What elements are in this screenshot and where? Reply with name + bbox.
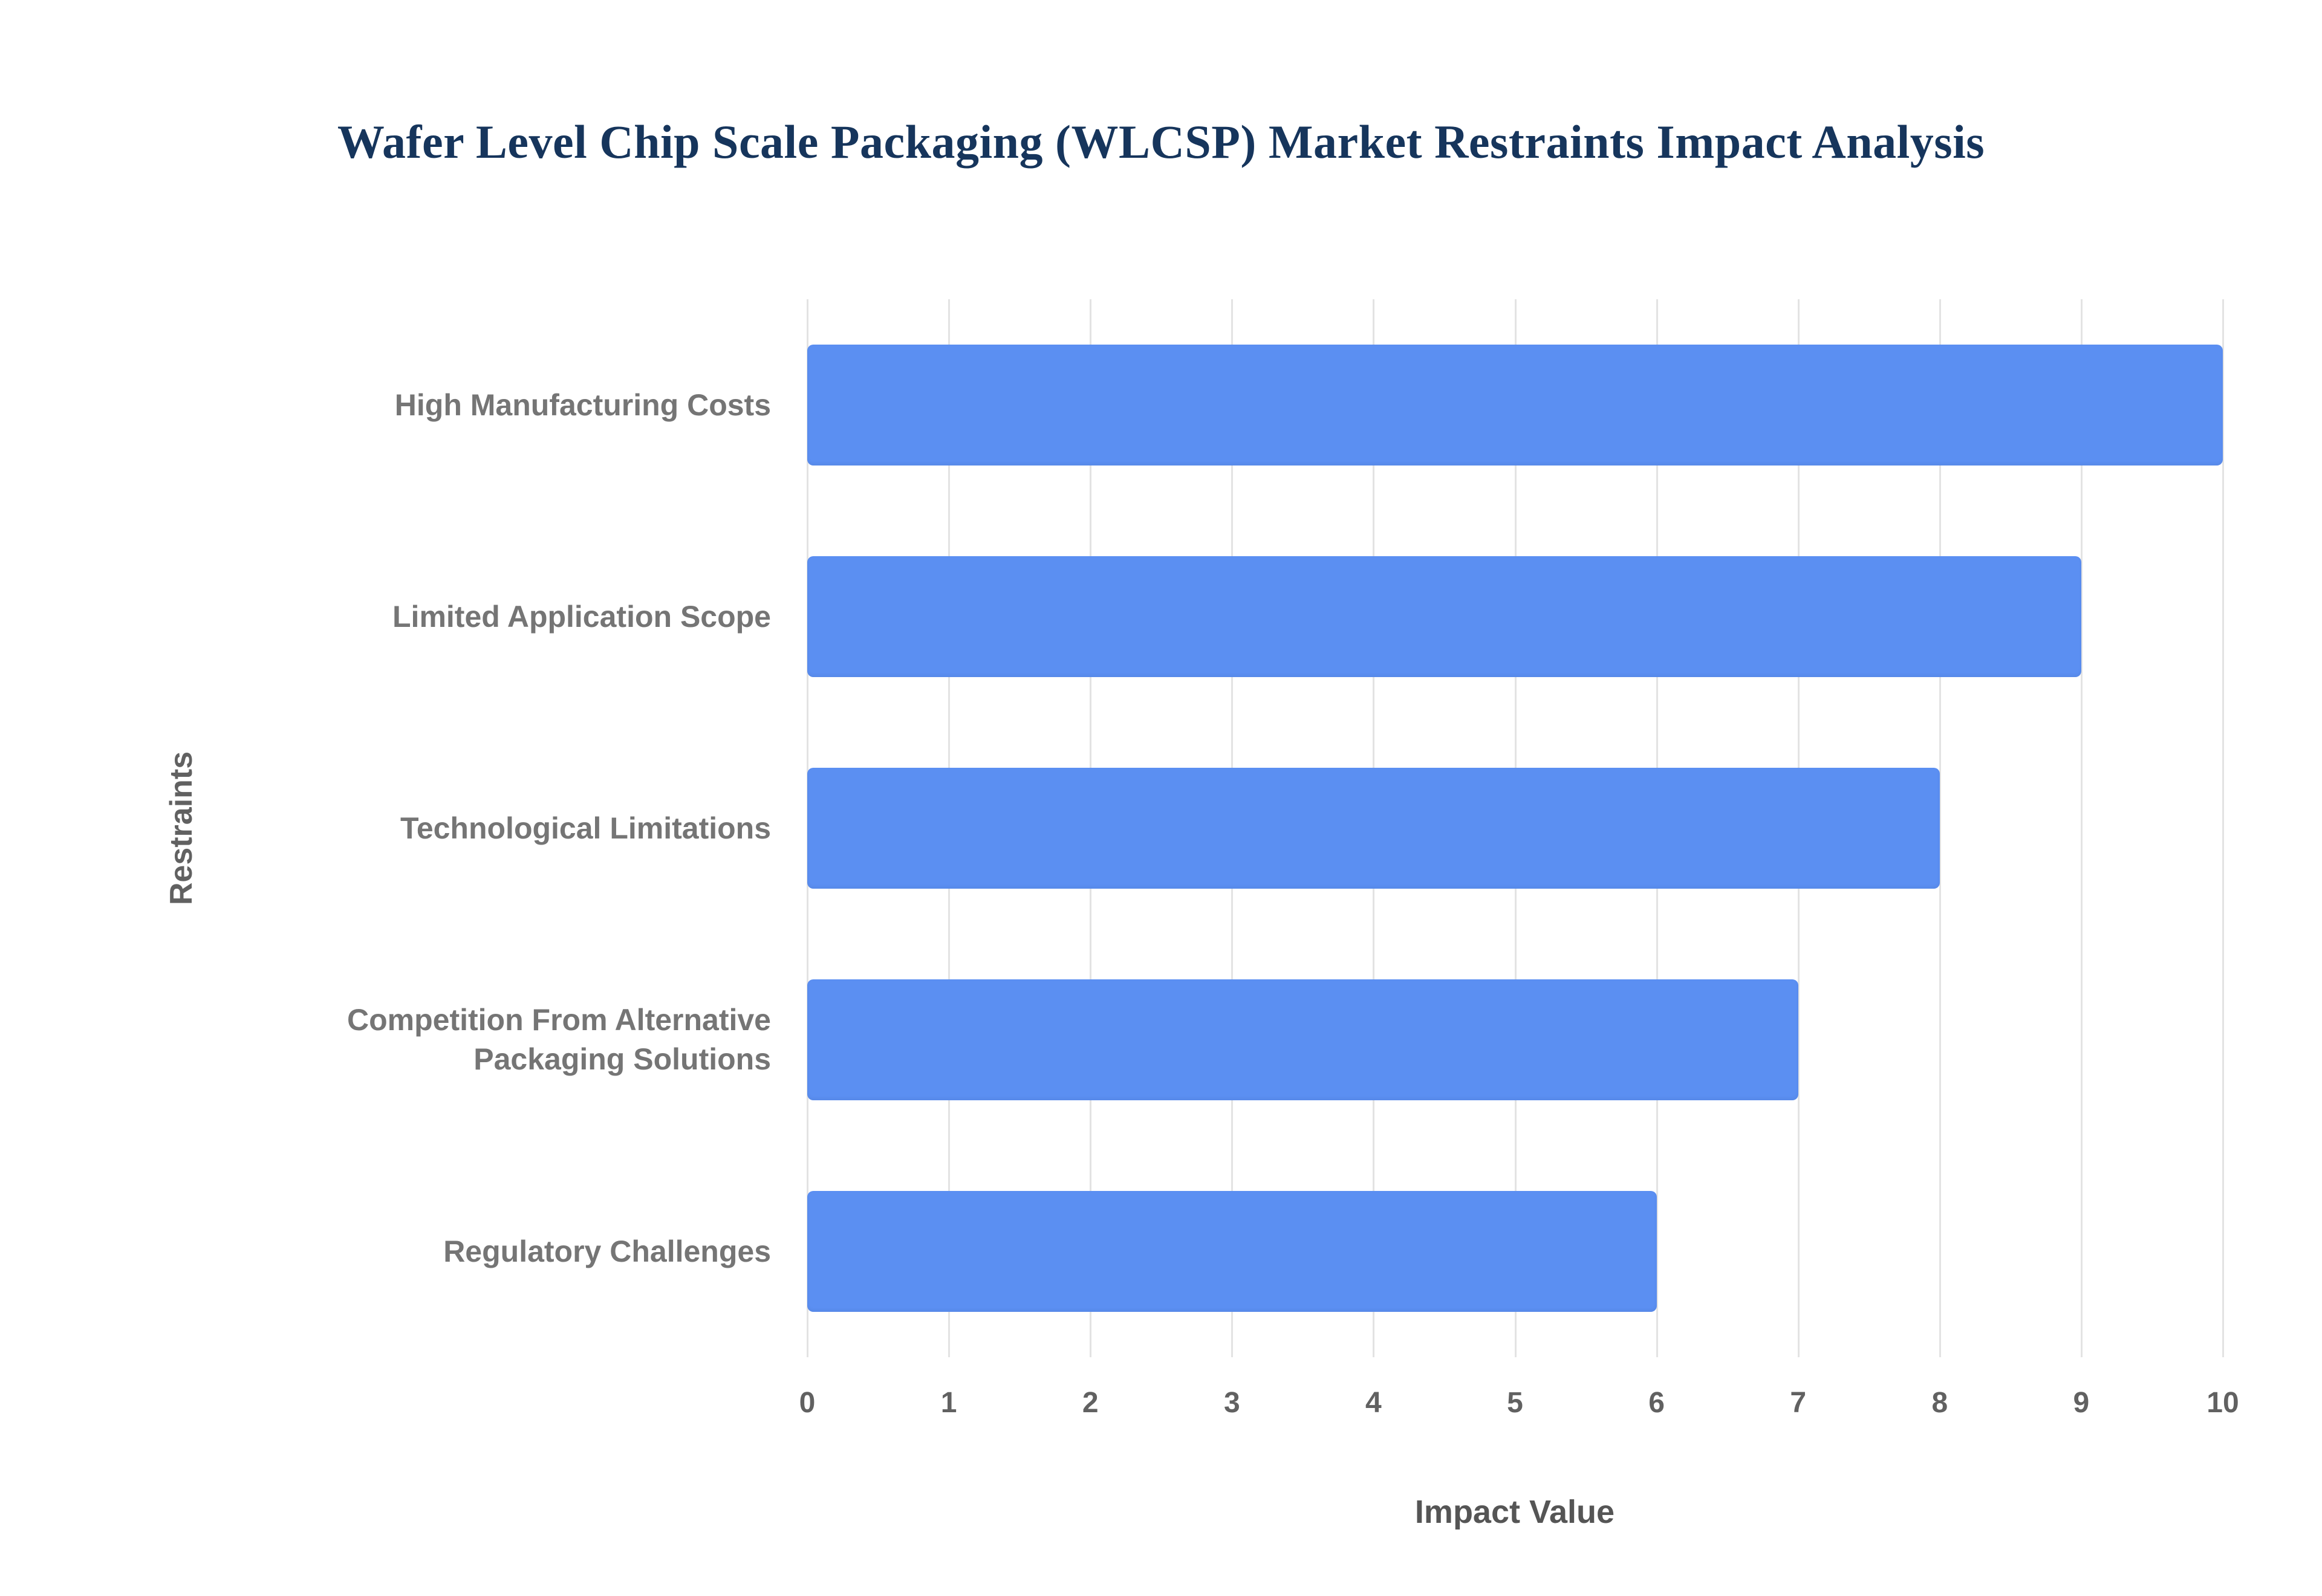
gridline <box>2080 299 2083 1357</box>
category-axis: High Manufacturing Costs Limited Applicat… <box>0 299 771 1357</box>
gridline <box>1939 299 1941 1357</box>
bar-row <box>807 934 2223 1146</box>
x-tick-label: 2 <box>1082 1387 1099 1419</box>
x-tick-label: 1 <box>940 1387 957 1419</box>
bar-row <box>807 1146 2223 1357</box>
x-tick-label: 9 <box>2073 1387 2090 1419</box>
x-tick-label: 7 <box>1790 1387 1807 1419</box>
x-tick-label: 6 <box>1648 1387 1665 1419</box>
gridline <box>2222 299 2224 1357</box>
bar-row <box>807 299 2223 511</box>
x-axis-title: Impact Value <box>1414 1494 1615 1530</box>
x-tick-label: 0 <box>799 1387 816 1419</box>
bar <box>807 1191 1657 1312</box>
category-label: Competition From Alternative Packaging S… <box>347 1003 771 1076</box>
bar-row <box>807 722 2223 934</box>
bar <box>807 345 2223 465</box>
bar-row <box>807 511 2223 722</box>
x-tick-label: 10 <box>2207 1387 2239 1419</box>
bar <box>807 768 1940 889</box>
plot-area <box>807 299 2224 1357</box>
bar <box>807 979 1798 1100</box>
chart-title: Wafer Level Chip Scale Packaging (WLCSP)… <box>337 115 1985 168</box>
x-tick-label: 8 <box>1931 1387 1948 1419</box>
bar <box>807 556 2081 677</box>
bar-series <box>807 299 2223 1357</box>
category-label: Limited Application Scope <box>392 599 771 634</box>
x-tick-label: 4 <box>1365 1387 1382 1419</box>
category-label: High Manufacturing Costs <box>394 388 771 422</box>
category-label: Technological Limitations <box>400 811 771 845</box>
x-tick-label: 3 <box>1223 1387 1240 1419</box>
x-tick-label: 5 <box>1507 1387 1523 1419</box>
x-axis: 0 1 2 3 4 5 6 7 8 9 10 <box>799 1357 2239 1430</box>
category-label: Regulatory Challenges <box>443 1234 771 1268</box>
